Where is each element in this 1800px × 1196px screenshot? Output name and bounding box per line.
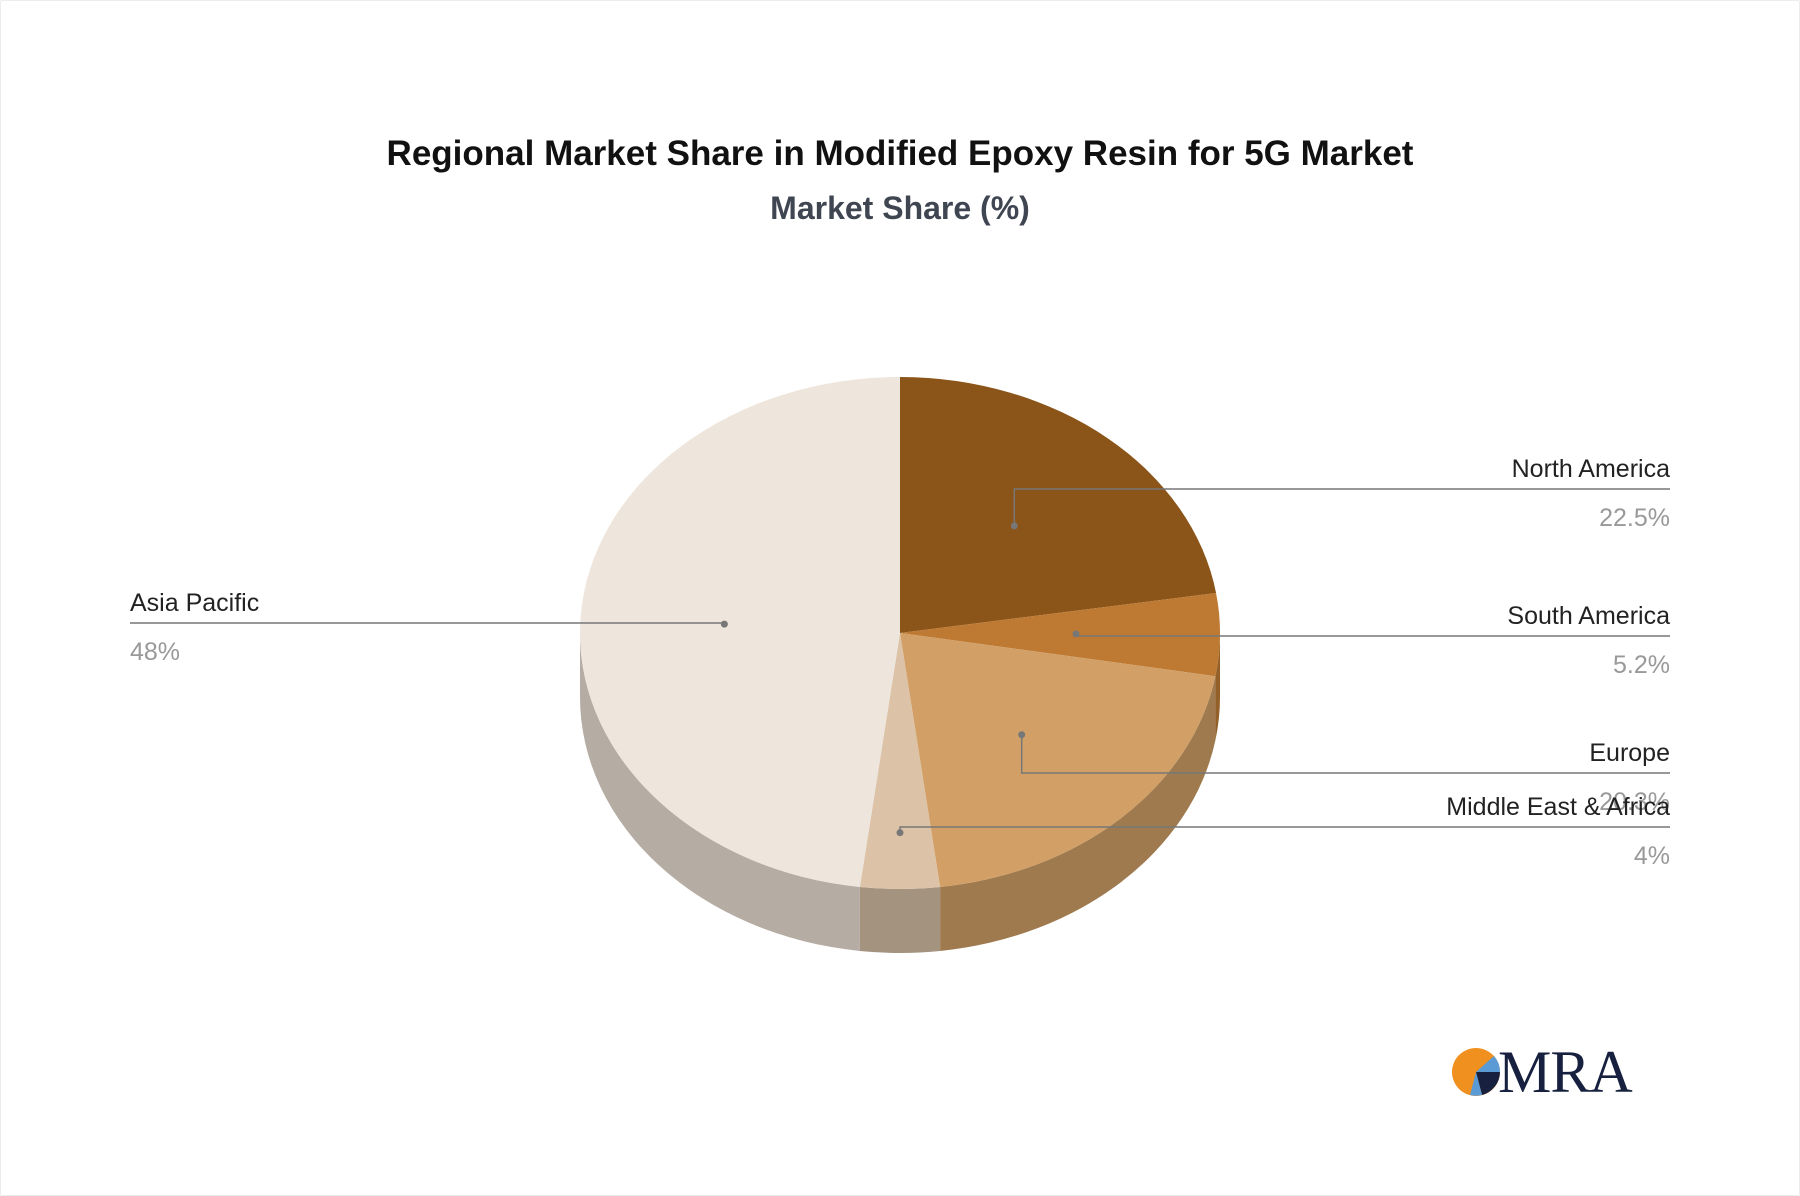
chart-subtitle: Market Share (%) (770, 190, 1030, 226)
leader-dot-middle-east-africa (896, 829, 904, 837)
pie-slice-north-america (900, 377, 1217, 633)
leader-dot-north-america (1010, 522, 1018, 530)
value-europe: 20.3% (1599, 788, 1670, 816)
label-south-america: South America (1507, 602, 1670, 630)
leader-dot-asia-pacific (720, 620, 728, 628)
chart-title: Regional Market Share in Modified Epoxy … (386, 134, 1414, 173)
label-middle-east-africa: Middle East & Africa (1446, 793, 1670, 821)
pie-slice-asia-pacific (579, 377, 900, 887)
pie-slices (579, 377, 1220, 889)
value-south-america: 5.2% (1613, 651, 1670, 679)
value-middle-east-africa: 4% (1634, 842, 1670, 870)
logo-mark-icon (1452, 1048, 1501, 1096)
value-asia-pacific: 48% (130, 638, 180, 666)
pie-side-middle-east-africa (859, 886, 941, 954)
pie-side-asia-pacific (580, 633, 860, 951)
pie-sides (580, 633, 1220, 954)
pie-slice-middle-east-africa (859, 633, 941, 889)
leader-dot-europe (1018, 731, 1026, 739)
logo-text: MRA (1498, 1039, 1633, 1105)
label-europe: Europe (1589, 739, 1670, 767)
pie-side-south-america (1215, 633, 1220, 741)
value-north-america: 22.5% (1599, 504, 1670, 532)
leader-line-north-america (1013, 488, 1670, 526)
pie-labels: North America 22.5% South America 5.2% Europ… (130, 455, 1670, 870)
leader-dot-south-america (1072, 630, 1080, 638)
mra-logo: MRA (1448, 1040, 1648, 1104)
pie-slice-south-america (900, 592, 1220, 677)
leader-line-europe (1020, 734, 1670, 774)
pie-slice-europe (900, 633, 1216, 887)
label-asia-pacific: Asia Pacific (130, 589, 259, 617)
label-north-america: North America (1512, 455, 1670, 483)
pie-side-europe (940, 676, 1216, 951)
